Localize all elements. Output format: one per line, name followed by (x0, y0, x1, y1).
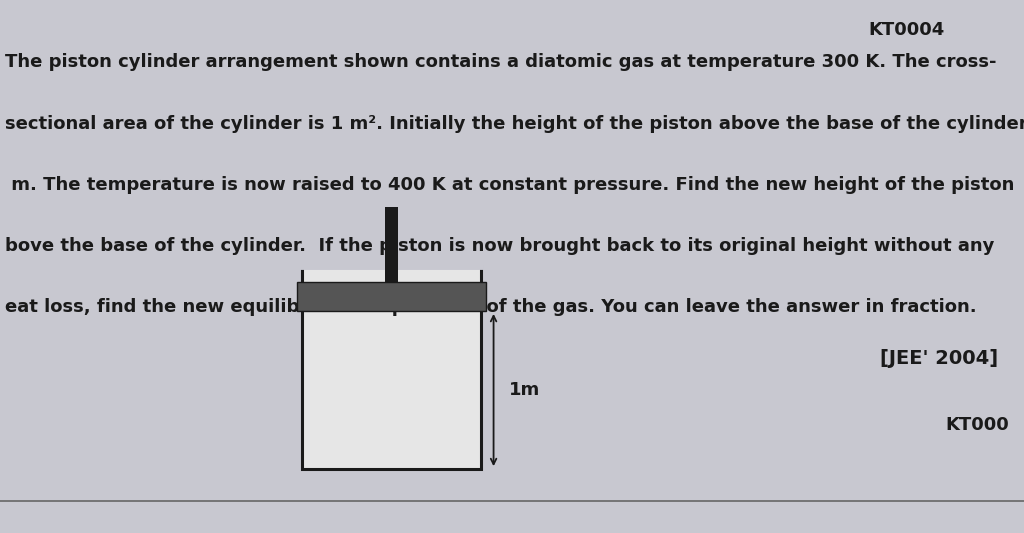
Text: sectional area of the cylinder is 1 m². Initially the height of the piston above: sectional area of the cylinder is 1 m². … (5, 115, 1024, 133)
Text: eat loss, find the new equilibrium temperature of the gas. You can leave the ans: eat loss, find the new equilibrium tempe… (5, 298, 977, 317)
Text: The piston cylinder arrangement shown contains a diatomic gas at temperature 300: The piston cylinder arrangement shown co… (5, 53, 996, 71)
Bar (302, 266, 481, 469)
Bar (385, 207, 398, 282)
Text: bove the base of the cylinder.  If the piston is now brought back to its origina: bove the base of the cylinder. If the pi… (5, 237, 994, 255)
Text: [JEE' 2004]: [JEE' 2004] (881, 349, 998, 368)
Text: m. The temperature is now raised to 400 K at constant pressure. Find the new hei: m. The temperature is now raised to 400 … (5, 176, 1015, 194)
Text: KT0004: KT0004 (868, 21, 944, 39)
Bar (297, 282, 486, 311)
Text: 1m: 1m (509, 381, 541, 399)
Text: KT000: KT000 (945, 416, 1009, 434)
